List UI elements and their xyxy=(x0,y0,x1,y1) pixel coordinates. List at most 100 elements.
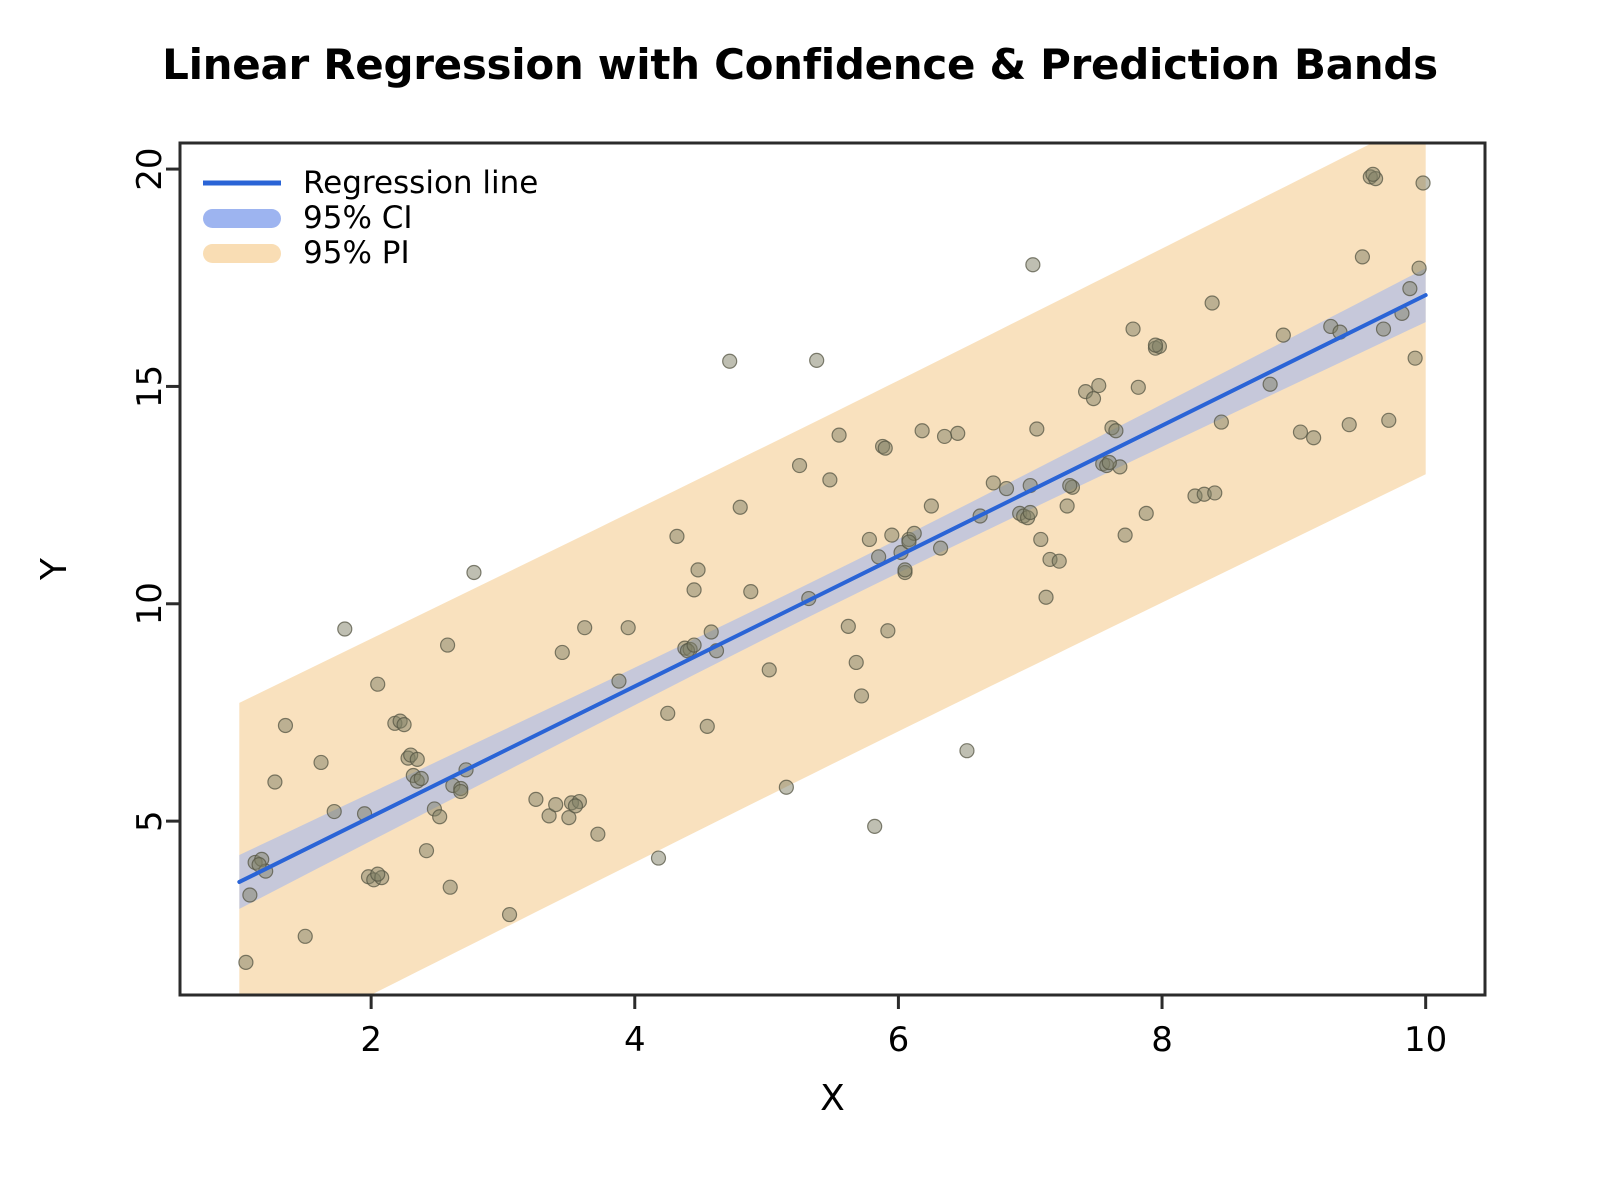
scatter-point xyxy=(822,472,838,488)
scatter-point xyxy=(1402,281,1418,297)
x-tick-label: 8 xyxy=(1151,1020,1173,1060)
scatter-point xyxy=(831,427,847,443)
scatter-point xyxy=(778,779,794,795)
scatter-point xyxy=(1101,454,1117,471)
legend-band-swatch xyxy=(203,209,281,228)
y-axis-ticks: 5 10 15 20 xyxy=(130,147,180,832)
scatter-point xyxy=(370,676,386,692)
scatter-point xyxy=(370,866,386,882)
scatter-point xyxy=(1207,485,1223,501)
scatter-point xyxy=(277,717,294,734)
scatter-point xyxy=(1085,391,1102,407)
scatter-point xyxy=(867,818,883,834)
prediction-interval-band xyxy=(239,143,1426,995)
scatter-point xyxy=(853,688,870,704)
y-tick-label: 20 xyxy=(130,147,170,190)
scatter-point xyxy=(1091,377,1107,394)
scatter-point xyxy=(1292,424,1309,440)
scatter-point xyxy=(848,654,864,671)
scatter-point xyxy=(1025,257,1041,273)
scatter-point xyxy=(577,620,593,636)
scatter-point xyxy=(1275,327,1291,343)
scatter-point xyxy=(1038,589,1054,605)
scatter-point xyxy=(1262,376,1278,392)
scatter-points xyxy=(238,166,1431,970)
scatter-point xyxy=(528,791,544,807)
regression-line xyxy=(237,293,1428,884)
scatter-point xyxy=(1365,166,1381,182)
scatter-point xyxy=(703,624,719,640)
y-axis-title: Y xyxy=(34,557,75,581)
scatter-point xyxy=(620,620,636,636)
scatter-point xyxy=(548,797,564,813)
scatter-point xyxy=(1213,414,1229,430)
legend-label: 95% PI xyxy=(303,235,410,271)
scatter-point xyxy=(1062,477,1078,494)
scatter-point xyxy=(1130,379,1146,395)
scatter-point xyxy=(432,809,448,825)
x-axis-ticks: 2 4 6 8 10 xyxy=(360,995,1447,1060)
scatter-point xyxy=(1108,423,1124,439)
scatter-point xyxy=(313,754,329,771)
scatter-point xyxy=(686,582,702,598)
scatter-point xyxy=(1033,531,1049,548)
scatter-point xyxy=(959,743,975,759)
scatter-point xyxy=(914,423,930,439)
scatter-point xyxy=(326,803,342,820)
scatter-point xyxy=(1022,504,1038,521)
scatter-point xyxy=(267,774,283,790)
scatter-point xyxy=(1411,260,1427,276)
scatter-point xyxy=(861,531,878,548)
scatter-point xyxy=(690,562,706,578)
scatter-point xyxy=(238,954,254,970)
scatter-point xyxy=(743,584,759,600)
scatter-point xyxy=(985,475,1001,491)
y-tick-label: 5 xyxy=(130,810,170,832)
scatter-point xyxy=(936,428,953,445)
scatter-point xyxy=(1125,321,1141,337)
scatter-point xyxy=(1138,505,1154,521)
scatter-point xyxy=(686,637,702,653)
x-tick-label: 2 xyxy=(360,1020,382,1060)
scatter-point xyxy=(413,770,429,787)
x-axis-title: X xyxy=(820,1078,845,1119)
scatter-point xyxy=(501,906,518,923)
scatter-point xyxy=(1354,249,1371,265)
scatter-point xyxy=(1415,175,1431,191)
scatter-point xyxy=(1051,553,1067,569)
scatter-point xyxy=(1117,527,1133,543)
legend-label: 95% CI xyxy=(303,200,413,236)
scatter-point xyxy=(439,637,456,653)
scatter-point xyxy=(761,662,777,678)
scatter-point xyxy=(442,879,458,895)
scatter-point xyxy=(791,457,808,474)
scatter-point xyxy=(722,353,738,369)
scatter-point xyxy=(880,623,896,639)
y-tick-label: 15 xyxy=(130,365,170,408)
scatter-point xyxy=(923,498,939,514)
scatter-point xyxy=(732,499,748,515)
scatter-point xyxy=(297,928,313,944)
x-tick-label: 4 xyxy=(624,1020,646,1060)
scatter-point xyxy=(541,808,557,824)
scatter-point xyxy=(242,887,258,903)
scatter-point xyxy=(337,621,353,637)
scatter-point xyxy=(1204,295,1220,311)
scatter-point xyxy=(877,440,893,456)
x-tick-label: 6 xyxy=(888,1020,910,1060)
scatter-point xyxy=(611,673,627,689)
scatter-point xyxy=(1407,350,1423,366)
x-tick-label: 10 xyxy=(1404,1020,1447,1060)
scatter-point xyxy=(998,480,1015,497)
scatter-point xyxy=(409,751,425,767)
scatter-point xyxy=(932,540,949,556)
scatter-point xyxy=(1306,430,1322,446)
scatter-point xyxy=(1381,412,1397,428)
plot-frame xyxy=(178,141,1487,997)
scatter-point xyxy=(840,618,856,634)
legend-label: Regression line xyxy=(303,165,538,201)
scatter-point xyxy=(396,717,412,733)
